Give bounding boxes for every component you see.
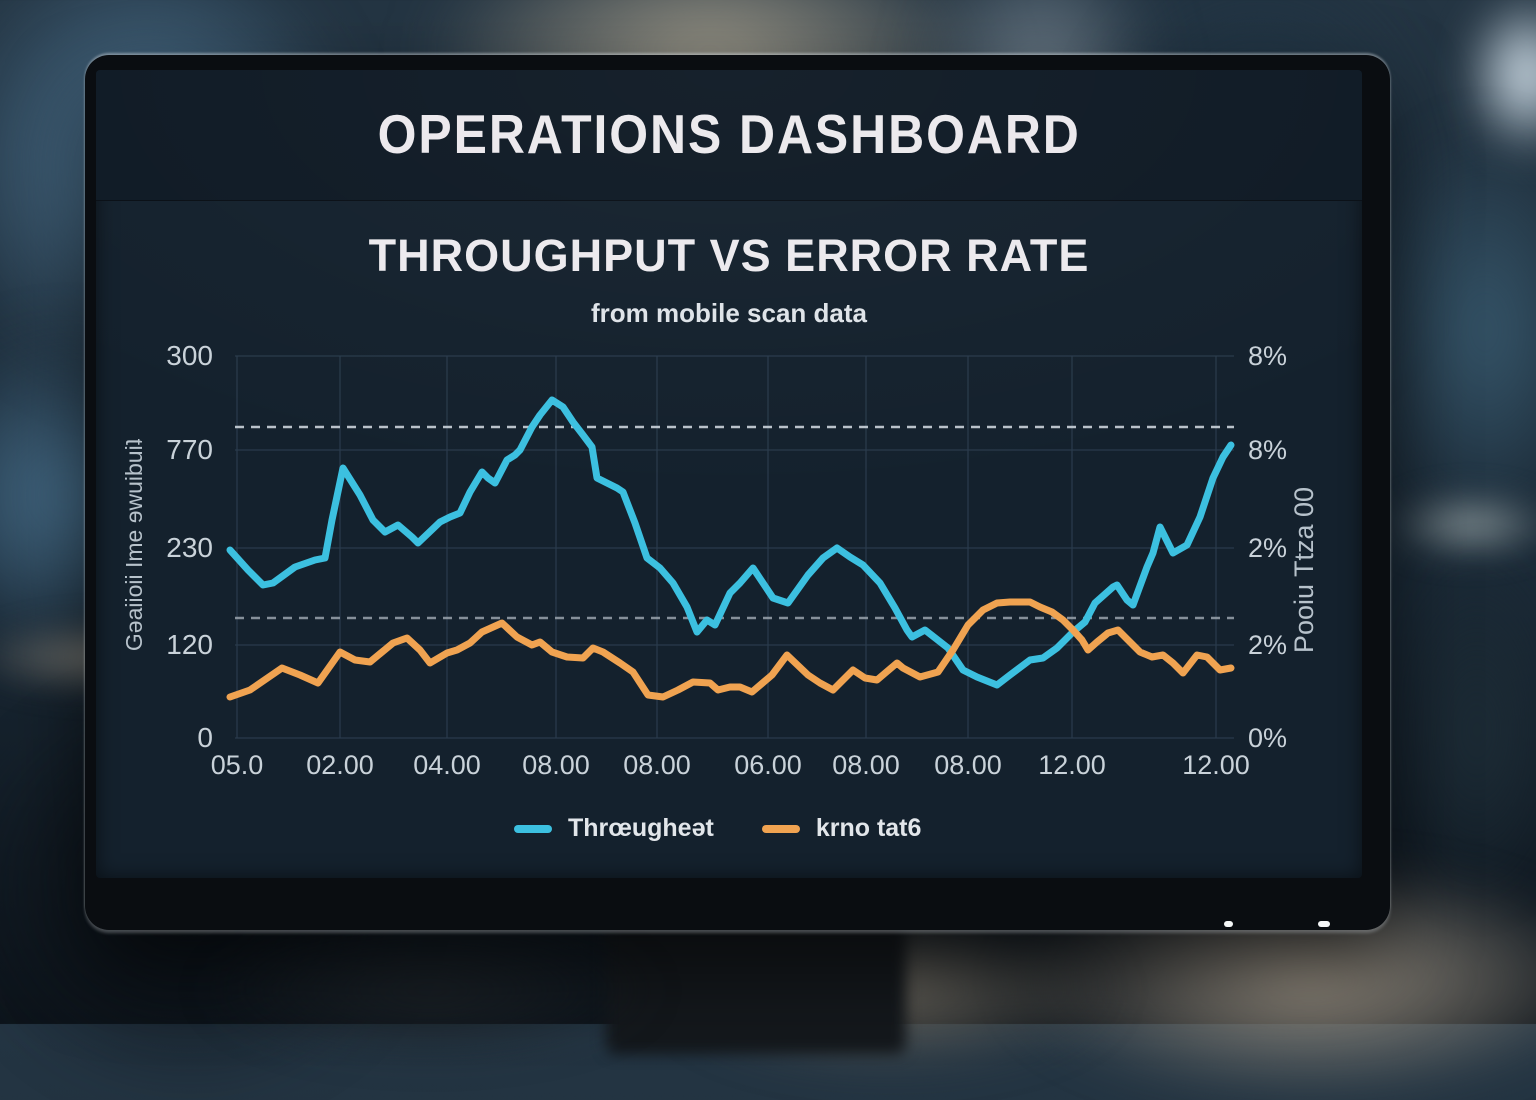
background-blur-column-right	[1392, 550, 1536, 910]
y-right-tick-label: 0%	[1248, 723, 1287, 753]
y-left-tick-label: 230	[166, 532, 213, 563]
y-right-tick-label: 8%	[1248, 341, 1287, 371]
background-blur-dark-bottommiddle	[200, 920, 660, 1060]
x-tick-label: 12.00	[1182, 750, 1250, 780]
chart-reference-lines	[235, 425, 1234, 620]
x-tick-label: 05.0	[211, 750, 264, 780]
y-right-tick-label: 8%	[1248, 435, 1287, 465]
y-left-tick-label: 770	[166, 434, 213, 465]
x-tick-label: 06.00	[734, 750, 802, 780]
legend-label-throughput: Thrœugheət	[568, 814, 714, 842]
y-right-tick-label: 2%	[1248, 630, 1287, 660]
y-left-tick-label: 0	[197, 722, 213, 753]
series-line-1	[226, 598, 1235, 701]
status-led-dot	[1318, 921, 1330, 927]
y-left-tick-label: 300	[166, 340, 213, 371]
chart-gridlines	[235, 355, 1234, 739]
x-tick-label: 08.00	[623, 750, 691, 780]
x-tick-label: 04.00	[413, 750, 481, 780]
legend-swatch-error-rate	[761, 824, 800, 833]
x-tick-label: 02.00	[306, 750, 374, 780]
y-left-tick-label: 120	[166, 629, 213, 660]
chart-canvas: 05.0 02.00 04.00 08.00 08.00 06.00 08.00 08.00 1…	[121, 340, 1319, 780]
x-tick-label: 08.00	[934, 750, 1002, 780]
y-right-tick-label: 2%	[1248, 533, 1287, 563]
monitor-bezel: OPERATIONS DASHBOARD THROUGHPUT VS ERROR…	[85, 55, 1390, 930]
page-title: OPERATIONS DASHBOARD	[377, 104, 1081, 166]
x-tick-label: 08.00	[522, 750, 590, 780]
power-led-dot	[1224, 921, 1233, 927]
chart-legend: Thrœugheət krno tat6	[514, 814, 921, 843]
legend-swatch-throughput	[514, 824, 552, 833]
x-tick-label: 12.00	[1038, 750, 1106, 780]
series-line-0	[226, 396, 1235, 689]
x-tick-label: 08.00	[832, 750, 900, 780]
legend-item-throughput: Thrœugheət	[514, 814, 714, 843]
chart-title: THROUGHPUT VS ERROR RATE	[368, 230, 1090, 281]
chart-subtitle: from mobile scan data	[591, 298, 867, 328]
chart-tick-labels: 05.0 02.00 04.00 08.00 08.00 06.00 08.00 08.00 1…	[166, 340, 1287, 780]
y-axis-left-label: Gəaiioii Ime ɘwuibuiʇ	[121, 438, 147, 651]
background-blur-band-right	[1385, 492, 1536, 558]
legend-item-error-rate: krno tat6	[761, 814, 922, 843]
dashboard-screen: OPERATIONS DASHBOARD THROUGHPUT VS ERROR…	[96, 70, 1362, 878]
dashboard-header: OPERATIONS DASHBOARD	[96, 70, 1362, 201]
y-axis-right-label: Pooiu Ttza 00	[1289, 487, 1319, 653]
chart-series-lines	[226, 396, 1235, 701]
legend-label-error-rate: krno tat6	[815, 814, 922, 842]
